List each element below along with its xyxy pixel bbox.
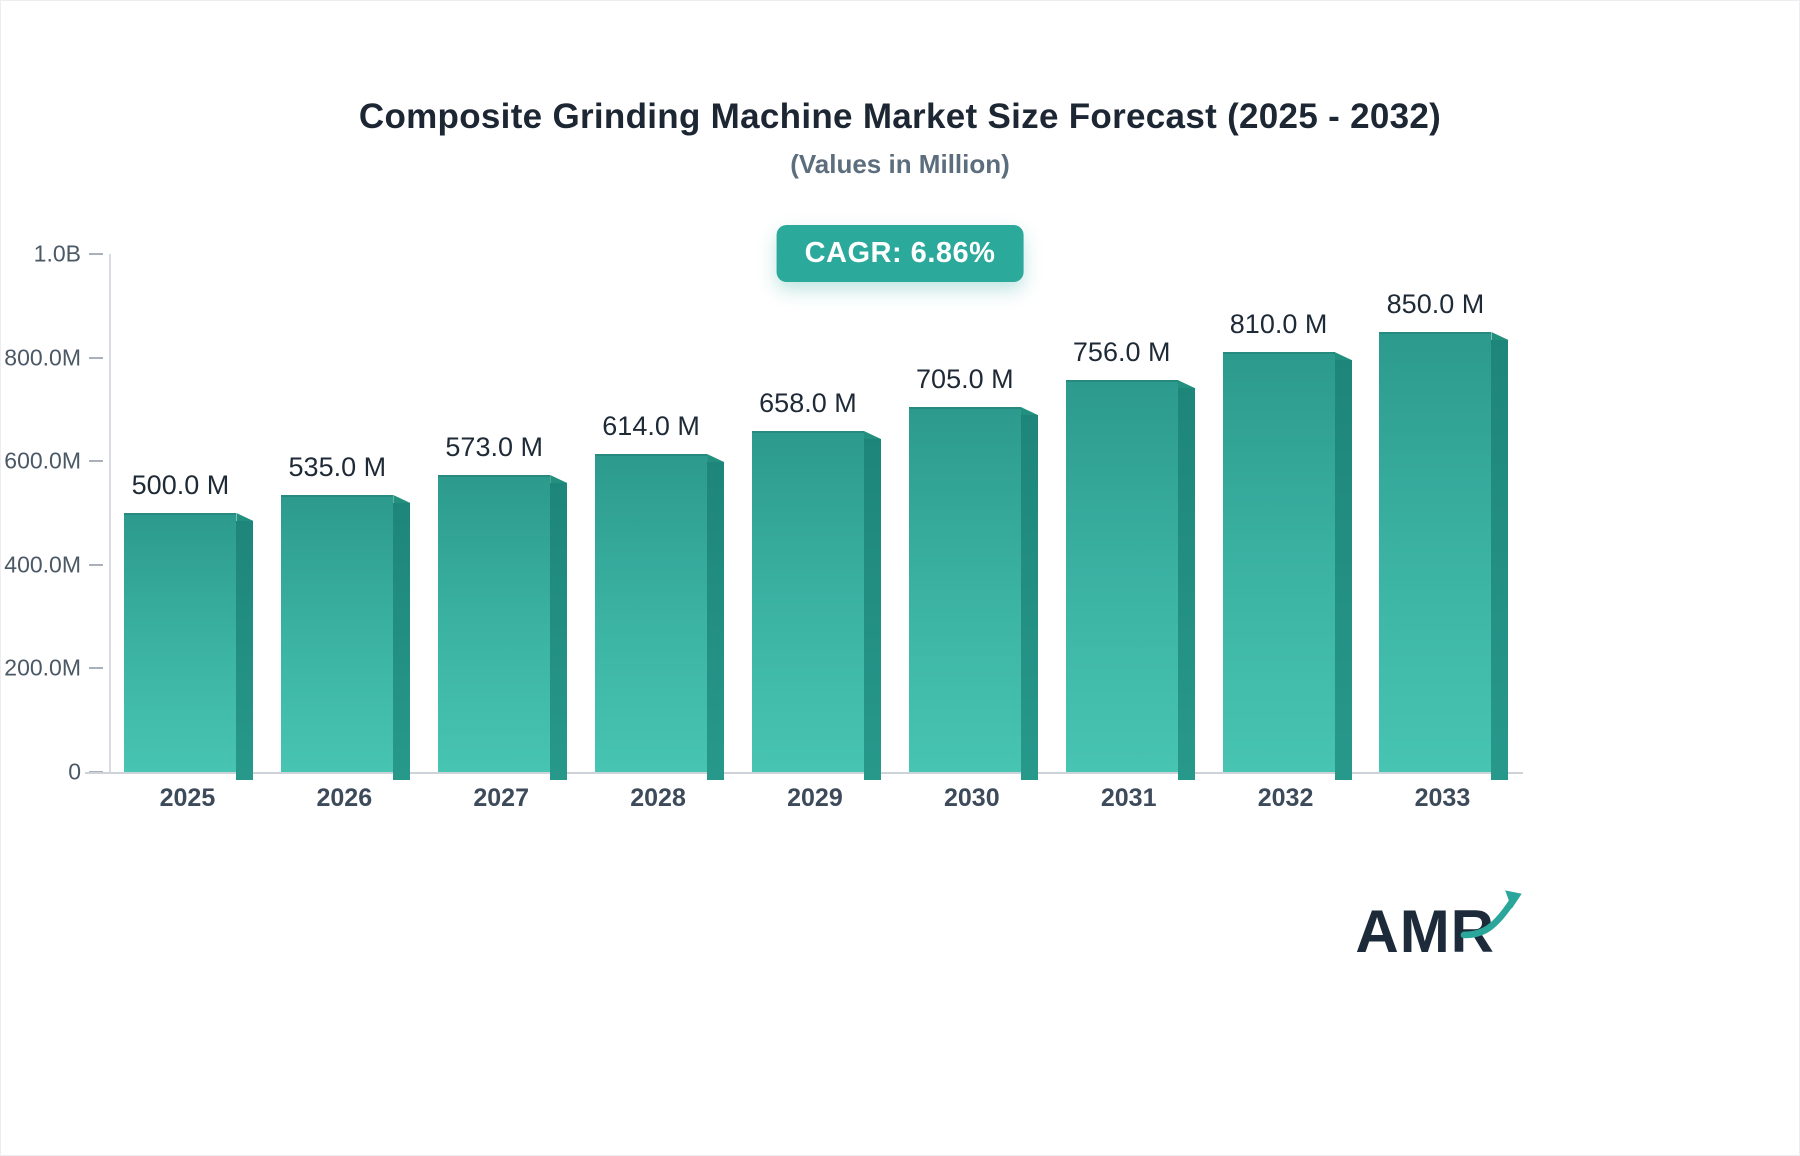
x-axis-label-2028: 2028	[630, 784, 686, 812]
bar-column-2033: 850.0 M	[1379, 289, 1509, 780]
y-axis-tick-mark	[89, 253, 103, 255]
bar-2027	[438, 475, 568, 780]
y-axis-tick-mark	[89, 667, 103, 670]
bar-column-2029: 658.0 M	[751, 388, 882, 780]
bar-2029	[751, 431, 881, 780]
x-axis-label-2030: 2030	[944, 784, 1000, 812]
bar-value-label: 705.0 M	[916, 364, 1014, 394]
amr-logo: AMR	[1355, 890, 1522, 966]
x-axis-label-2033: 2033	[1414, 784, 1471, 812]
bar-value-label: 658.0 M	[759, 388, 857, 418]
x-axis-label-2031: 2031	[1100, 784, 1157, 812]
bar-column-2031: 756.0 M	[1065, 337, 1196, 780]
growth-arrow-icon	[1460, 890, 1522, 939]
bar-2026	[281, 495, 411, 780]
y-axis-tick-label: 1.0B	[33, 240, 81, 267]
bar-2031	[1065, 380, 1195, 780]
bar-value-label: 535.0 M	[288, 452, 387, 482]
bars: 500.0 M 535.0 M 573.0 M 614.0 M 658.0 M 705.0…	[111, 254, 1523, 780]
x-axis-labels: 2025 2026 2027 2028 2029 2030 2031 2032 2033	[109, 784, 1521, 813]
bar-column-2030: 705.0 M	[908, 364, 1039, 780]
bar-column-2032: 810.0 M	[1222, 309, 1353, 780]
bar-2030	[908, 407, 1038, 780]
y-axis-tick-label: 200.0M	[4, 654, 81, 681]
y-axis-tick-label: 800.0M	[4, 344, 81, 371]
chart-subtitle: (Values in Million)	[790, 149, 1010, 179]
y-axis-tick-mark	[89, 563, 103, 566]
plot-area: 500.0 M 535.0 M 573.0 M 614.0 M 658.0 M 705.0…	[4, 241, 1523, 785]
y-axis-tick-label: 0	[68, 758, 81, 785]
y-axis-tick-mark	[89, 771, 103, 773]
bar-column-2028: 614.0 M	[595, 411, 725, 780]
y-axis-tick-label: 400.0M	[4, 551, 81, 578]
bar-value-label: 614.0 M	[602, 411, 700, 441]
bar-value-label: 850.0 M	[1386, 289, 1485, 319]
bar-value-label: 810.0 M	[1229, 309, 1328, 339]
bar-2028	[595, 454, 725, 780]
bar-column-2027: 573.0 M	[438, 432, 568, 780]
y-axis-tick-mark	[89, 356, 103, 359]
y-axis-tick-label: 600.0M	[4, 447, 81, 474]
x-axis-label-2025: 2025	[159, 784, 216, 812]
y-axis-tick-mark	[89, 460, 103, 463]
cagr-badge: CAGR: 6.86%	[776, 225, 1024, 282]
bar-value-label: 756.0 M	[1072, 337, 1171, 367]
bar-value-label: 573.0 M	[445, 432, 543, 462]
bar-2025	[124, 513, 254, 780]
bar-2033	[1379, 332, 1509, 780]
x-axis-label-2029: 2029	[787, 784, 843, 812]
bar-column-2025: 500.0 M	[124, 470, 254, 780]
chart-title: Composite Grinding Machine Market Size F…	[358, 97, 1442, 136]
x-axis-label-2026: 2026	[316, 784, 373, 812]
x-axis-label-2027: 2027	[473, 784, 529, 812]
bar-2032	[1222, 352, 1352, 780]
bar-value-label: 500.0 M	[131, 470, 230, 500]
bar-column-2026: 535.0 M	[281, 452, 411, 780]
x-axis-label-2032: 2032	[1257, 784, 1314, 812]
